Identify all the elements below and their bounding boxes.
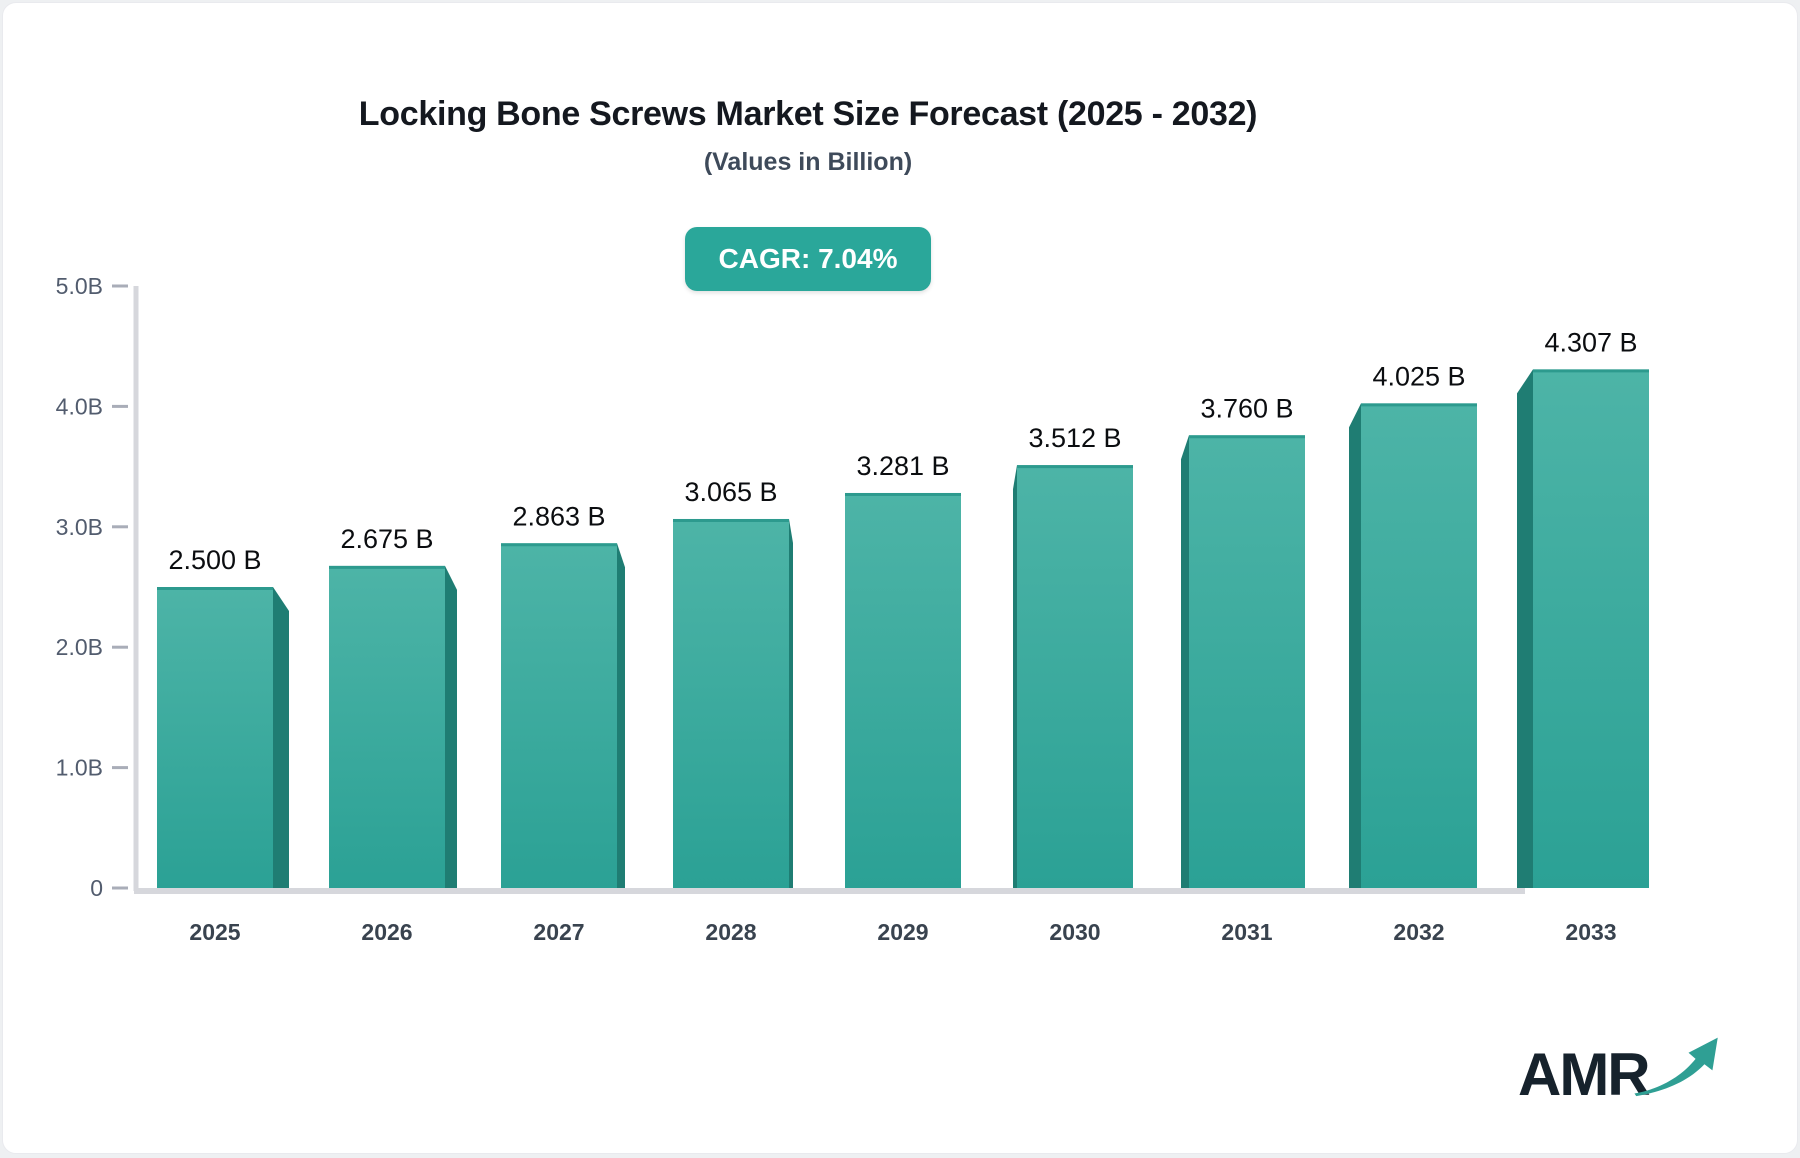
bar-side-face [617,543,625,888]
y-tick-label: 3.0B [56,514,103,540]
amr-logo-text: AMR [1518,1041,1651,1108]
bar-value-label: 4.307 B [1544,327,1637,357]
bar-side-face [273,587,289,888]
bar-2025 [157,587,273,888]
bar-2031 [1189,435,1305,888]
bar-value-label: 3.281 B [856,451,949,481]
x-tick-label: 2027 [533,919,584,945]
y-tick-label: 1.0B [56,755,103,781]
bar-2027 [501,543,617,888]
x-tick-label: 2026 [361,919,412,945]
x-tick-label: 2028 [705,919,756,945]
x-tick-label: 2031 [1221,919,1272,945]
x-tick-label: 2029 [877,919,928,945]
bar-2033 [1533,369,1649,888]
x-tick-label: 2033 [1565,919,1616,945]
y-tick-label: 0 [90,875,103,901]
amr-logo: AMR [1518,1037,1718,1111]
y-tick-label: 4.0B [56,393,103,419]
bar-value-label: 2.500 B [168,545,261,575]
bar-side-face [789,518,793,888]
bar-2032 [1361,403,1477,888]
bar-2029 [845,492,961,888]
bar-value-label: 4.025 B [1372,361,1465,391]
bar-value-label: 3.760 B [1200,393,1293,423]
cagr-badge: CAGR: 7.04% [684,227,932,291]
bar-value-label: 2.863 B [512,501,605,531]
bar-2030 [1017,465,1133,888]
bar-chart: 5.0B 4.0B 3.0B 2.0B 1.0B 0 2.500 B 2025 2.675 B 2… [56,273,1649,945]
y-tick-label: 5.0B [56,273,103,299]
y-tick-label: 2.0B [56,634,103,660]
x-tick-label: 2030 [1049,919,1100,945]
bar-value-label: 3.512 B [1028,423,1121,453]
bar-2028 [673,518,789,888]
bar-side-face [1517,369,1533,888]
bar-side-face [1181,435,1189,888]
bar-value-label: 3.065 B [684,477,777,507]
growth-arrow-icon [1634,1037,1718,1097]
bar-side-face [445,565,457,888]
cagr-badge-row: CAGR: 7.04% [3,227,1613,291]
x-tick-label: 2032 [1393,919,1444,945]
bar-side-face [1349,403,1361,888]
bar-side-face [1013,465,1017,888]
bar-2026 [329,565,445,888]
bar-value-label: 2.675 B [340,524,433,554]
x-tick-label: 2025 [189,919,240,945]
